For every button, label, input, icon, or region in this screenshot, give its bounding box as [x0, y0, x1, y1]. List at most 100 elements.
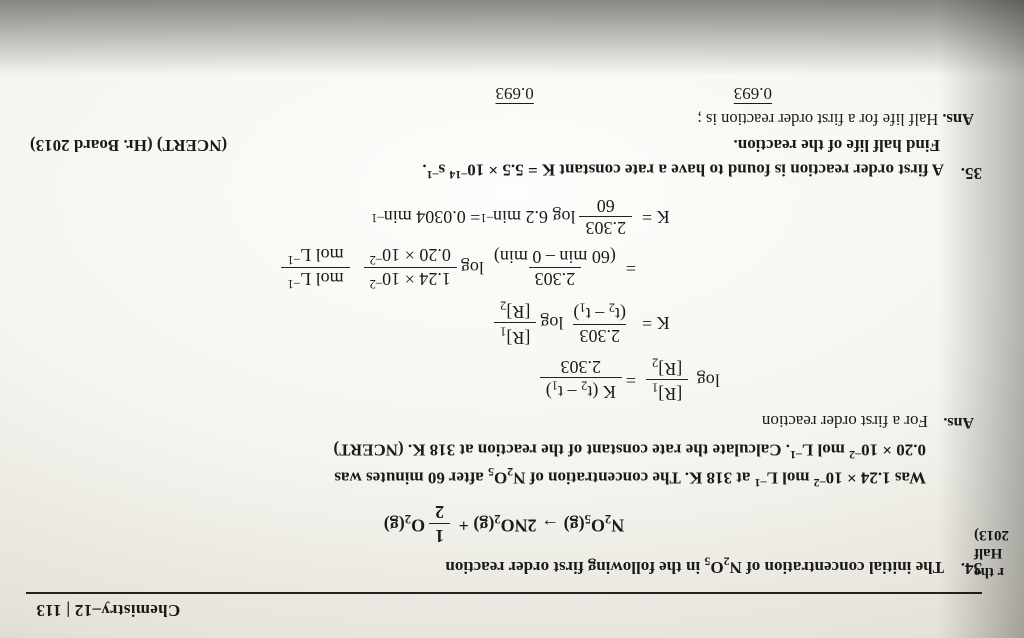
- reaction-equation: N2O5(g) → 2NO2(g) + 12O2(g): [26, 501, 982, 546]
- numerator: mol L–1: [281, 267, 349, 290]
- numerator: [R]1: [494, 322, 536, 347]
- text: O: [710, 558, 723, 577]
- superscript: –2: [370, 253, 383, 267]
- text: mol L: [300, 245, 344, 265]
- work-row-3: = 2.303 (60 min – 0 min) log 1.24 × 10–2…: [26, 245, 762, 290]
- subscript: 5: [488, 465, 494, 479]
- question-continue-2: 0.20 × 10–2 mol L–1. Calculate the rate …: [26, 437, 926, 462]
- text: The initial concentration of N: [730, 558, 944, 577]
- text: [R]: [506, 302, 530, 322]
- question-text: A first order reaction is found to have …: [64, 157, 944, 183]
- denominator: [R]2: [646, 355, 688, 379]
- superscript: –14: [449, 168, 467, 182]
- text: in the following first order reaction: [445, 558, 704, 577]
- subscript: 2: [605, 511, 611, 525]
- text: log: [540, 313, 563, 332]
- numerator: [R]1: [646, 379, 688, 404]
- fraction: [R]1[R]2: [646, 355, 688, 404]
- lhs: log [R]1[R]2: [636, 355, 762, 404]
- text: Was 1.24 × 10: [826, 468, 926, 487]
- page-shade-bottom: [0, 0, 1024, 80]
- answer-label: Ans.: [938, 110, 974, 129]
- fraction: K (t2 – t1) 2.303: [540, 357, 622, 402]
- text: Find half life of the reaction.: [734, 133, 941, 157]
- text: [R]: [506, 328, 530, 348]
- work-row-2: K = 2.303 (t2 – t1) log [R]1 [R] 2: [26, 298, 762, 347]
- text: [R]: [658, 384, 682, 404]
- superscript: –1: [287, 277, 300, 291]
- text: K (t: [587, 382, 616, 402]
- subscript: 5: [585, 511, 591, 525]
- text: .: [422, 160, 426, 179]
- denominator: 2.303: [555, 357, 608, 377]
- answer-35: Ans. Half life for a first order reactio…: [26, 109, 974, 129]
- text: (t: [615, 304, 626, 324]
- work-row-1: log [R]1[R]2 = K (t2 – t1) 2.303: [26, 355, 762, 404]
- answer-text: Half life for a first order reaction is …: [697, 110, 938, 129]
- question-number: 35.: [948, 163, 982, 183]
- numerator: 2.303: [573, 324, 626, 345]
- subscript: 5: [704, 555, 710, 569]
- lhs: K =: [636, 208, 762, 227]
- lhs: K =: [636, 313, 762, 332]
- page: Chemistry–12 | 113 r the Half 2013) 34. …: [0, 83, 1024, 638]
- text: log 6.2 min: [493, 208, 576, 227]
- superscript: –1: [755, 476, 767, 490]
- subscript: 2: [609, 300, 615, 314]
- denominator: 60: [591, 197, 621, 217]
- top-rule: [26, 592, 982, 594]
- equals: =: [626, 370, 636, 389]
- denominator: (60 min – 0 min): [488, 247, 622, 267]
- text: A first order reaction is found to have …: [467, 160, 944, 179]
- question-continue-1: Was 1.24 × 10–2 mol L–1 at 318 K. The co…: [26, 463, 926, 491]
- text: O: [591, 515, 605, 535]
- equals: =: [626, 258, 636, 277]
- subscript: 2: [507, 465, 513, 479]
- denominator: 2: [429, 501, 450, 523]
- margin-line: 2013): [974, 527, 1020, 544]
- text: O: [494, 468, 507, 487]
- answer-34: Ans. For a first order reaction: [26, 411, 982, 431]
- text: = 0.0304 min: [384, 208, 481, 227]
- numerator: 1.24 × 10–2: [364, 267, 457, 290]
- numerator: 2.303: [529, 267, 582, 288]
- running-head: Chemistry–12 | 113: [26, 600, 982, 620]
- subscript: 2: [724, 555, 730, 569]
- subscript: 2: [405, 511, 411, 525]
- text: (g): [384, 515, 405, 535]
- rhs: = K (t2 – t1) 2.303: [536, 357, 636, 402]
- question-lead: The initial concentration of N2O5 in the…: [64, 554, 944, 578]
- superscript: –1: [480, 210, 493, 223]
- left-margin-fragment: r the Half 2013): [974, 525, 1020, 581]
- denominator: mol L–1: [281, 245, 349, 267]
- text: ): [546, 382, 552, 402]
- text: mol L: [802, 440, 849, 459]
- text: ): [573, 304, 579, 324]
- text: mol L: [300, 269, 344, 289]
- subscript: 1: [500, 324, 506, 338]
- text: (g) → 2NO: [501, 515, 585, 535]
- text: [R]: [658, 359, 682, 379]
- numerator: 2.303: [580, 216, 633, 237]
- answer-text: For a first order reaction: [762, 411, 928, 431]
- fraction: 2.303 (t2 – t1): [567, 300, 632, 345]
- text: N: [611, 515, 624, 535]
- fraction-half: 12: [429, 501, 450, 546]
- question-35-line2: Find half life of the reaction. (NCERT) …: [30, 133, 940, 157]
- superscript: –1: [427, 168, 439, 182]
- question-34: 34. The initial concentration of N2O5 in…: [26, 554, 982, 578]
- text: 0.20 × 10: [861, 440, 926, 459]
- answer-label: Ans.: [932, 413, 974, 431]
- numerator: K (t2 – t1): [540, 377, 622, 402]
- denominator: 0.20 × 10–2: [364, 245, 457, 267]
- subscript: 1: [652, 381, 658, 395]
- text: at 318 K. The concentration of N: [513, 468, 754, 487]
- text: . Calculate the rate constant of the rea…: [333, 440, 790, 459]
- subscript: 2: [652, 355, 658, 369]
- question-35: 35. A first order reaction is found to h…: [26, 157, 982, 183]
- fraction-units: mol L–1 mol L–1: [281, 245, 349, 290]
- fraction: 2.303 60: [580, 197, 633, 238]
- text: O: [411, 515, 425, 535]
- rhs: 2.303 (t2 – t1) log [R]1 [R] 2: [490, 298, 636, 347]
- worked-solution: log [R]1[R]2 = K (t2 – t1) 2.303 K = 2.3…: [26, 197, 762, 404]
